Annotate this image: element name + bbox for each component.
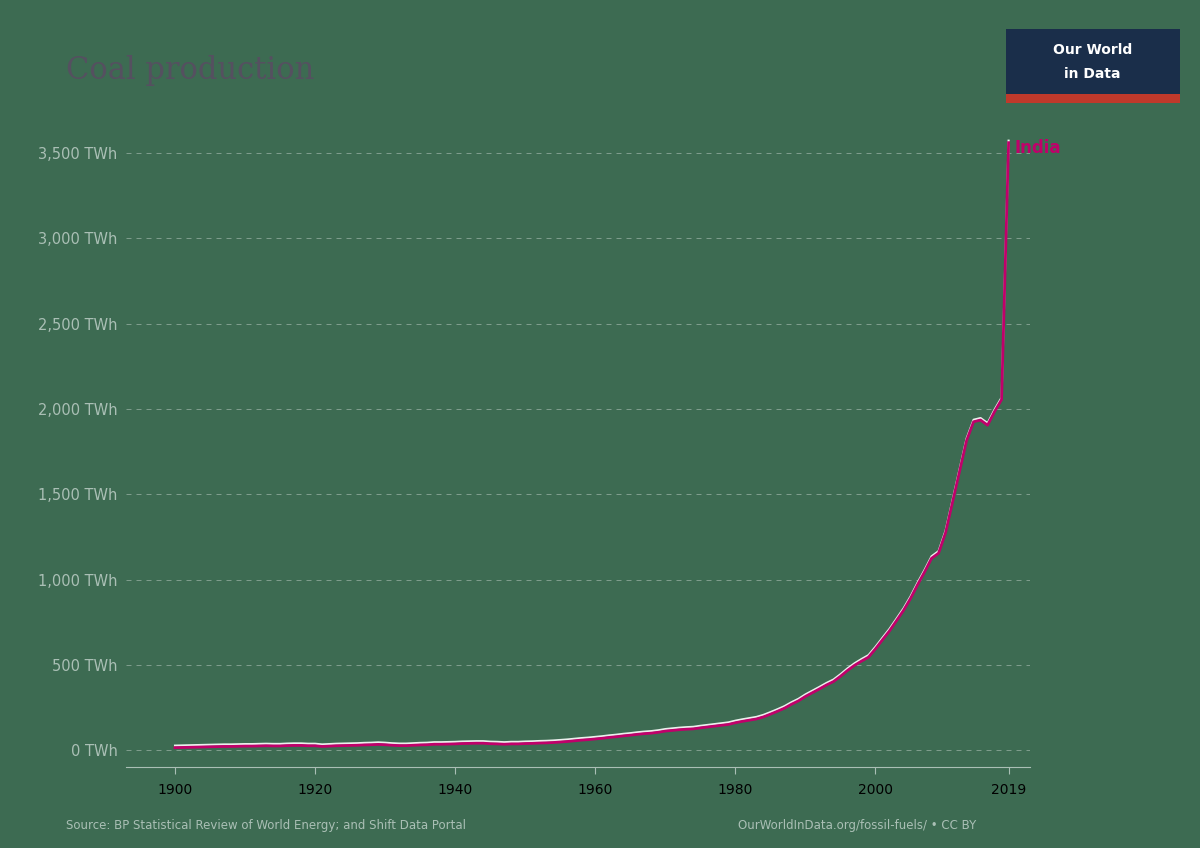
Text: India: India [1014, 139, 1061, 157]
Text: Coal production: Coal production [66, 55, 314, 86]
Text: Source: BP Statistical Review of World Energy; and Shift Data Portal: Source: BP Statistical Review of World E… [66, 819, 466, 833]
Text: OurWorldInData.org/fossil-fuels/ • CC BY: OurWorldInData.org/fossil-fuels/ • CC BY [738, 819, 977, 833]
Text: in Data: in Data [1064, 67, 1121, 81]
Text: Our World: Our World [1052, 42, 1133, 57]
